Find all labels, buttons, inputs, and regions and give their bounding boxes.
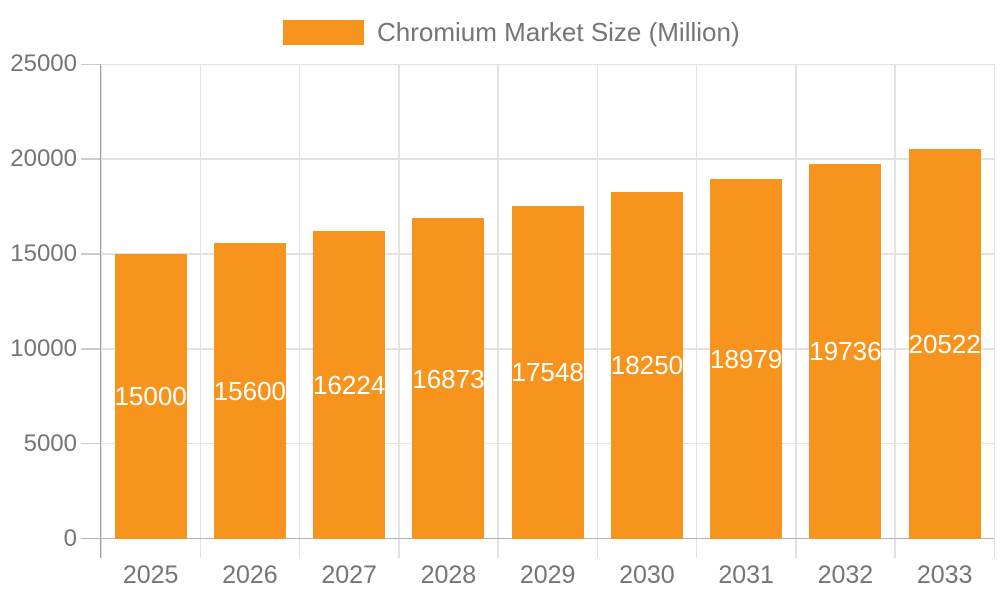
x-gridline	[497, 64, 499, 559]
x-axis-label: 2033	[916, 561, 973, 589]
x-axis-label: 2028	[420, 561, 477, 589]
y-axis-label: 10000	[10, 334, 77, 362]
y-tick	[81, 442, 101, 445]
y-axis-label: 25000	[10, 50, 77, 78]
y-gridline	[101, 158, 995, 160]
x-gridline	[795, 64, 797, 559]
x-gridline	[596, 64, 599, 559]
x-gridline	[398, 64, 400, 559]
bar[interactable]: 15600	[213, 242, 287, 539]
x-axis-label: 2032	[817, 561, 874, 589]
y-tick	[81, 348, 101, 350]
x-gridline	[993, 64, 996, 559]
bar-value-label: 19736	[809, 336, 882, 367]
bar-value-label: 16873	[412, 363, 485, 394]
x-gridline	[199, 64, 201, 559]
x-gridline	[100, 64, 102, 559]
x-axis-label: 2030	[619, 561, 675, 589]
x-axis-label: 2027	[321, 561, 377, 589]
y-tick	[81, 253, 101, 255]
bar-value-label: 18979	[710, 343, 783, 374]
x-gridline	[695, 64, 698, 559]
bar[interactable]: 20522	[908, 149, 981, 539]
y-tick	[81, 158, 101, 160]
y-axis-label: 20000	[10, 145, 77, 173]
bar[interactable]: 18250	[610, 192, 684, 539]
bar-value-label: 18250	[610, 350, 684, 381]
y-gridline	[101, 63, 995, 66]
x-axis-label: 2031	[718, 561, 774, 589]
bar[interactable]: 17548	[511, 205, 584, 539]
bar-value-label: 15600	[213, 375, 287, 406]
bar[interactable]: 16224	[312, 230, 386, 539]
x-gridline	[894, 64, 896, 559]
legend[interactable]: Chromium Market Size (Million)	[283, 17, 740, 47]
bar[interactable]: 18979	[710, 178, 783, 539]
y-axis-line	[99, 64, 101, 559]
bar-value-label: 17548	[511, 357, 584, 388]
y-axis-label: 5000	[23, 429, 77, 457]
bar-value-label: 20522	[908, 328, 981, 359]
x-axis-label: 2026	[222, 561, 278, 589]
legend-label: Chromium Market Size (Million)	[377, 17, 740, 47]
bar-value-label: 16224	[312, 369, 386, 400]
x-axis-label: 2029	[519, 561, 576, 589]
bar[interactable]: 15000	[114, 254, 187, 539]
x-gridline	[298, 64, 301, 559]
bar[interactable]: 16873	[412, 218, 485, 539]
x-axis-label: 2025	[122, 561, 179, 589]
y-axis-label: 15000	[10, 240, 77, 268]
legend-swatch	[283, 19, 364, 45]
y-axis-label: 0	[63, 524, 77, 552]
y-tick	[81, 63, 101, 66]
bar-value-label: 15000	[114, 381, 187, 412]
bar[interactable]: 19736	[809, 164, 882, 539]
